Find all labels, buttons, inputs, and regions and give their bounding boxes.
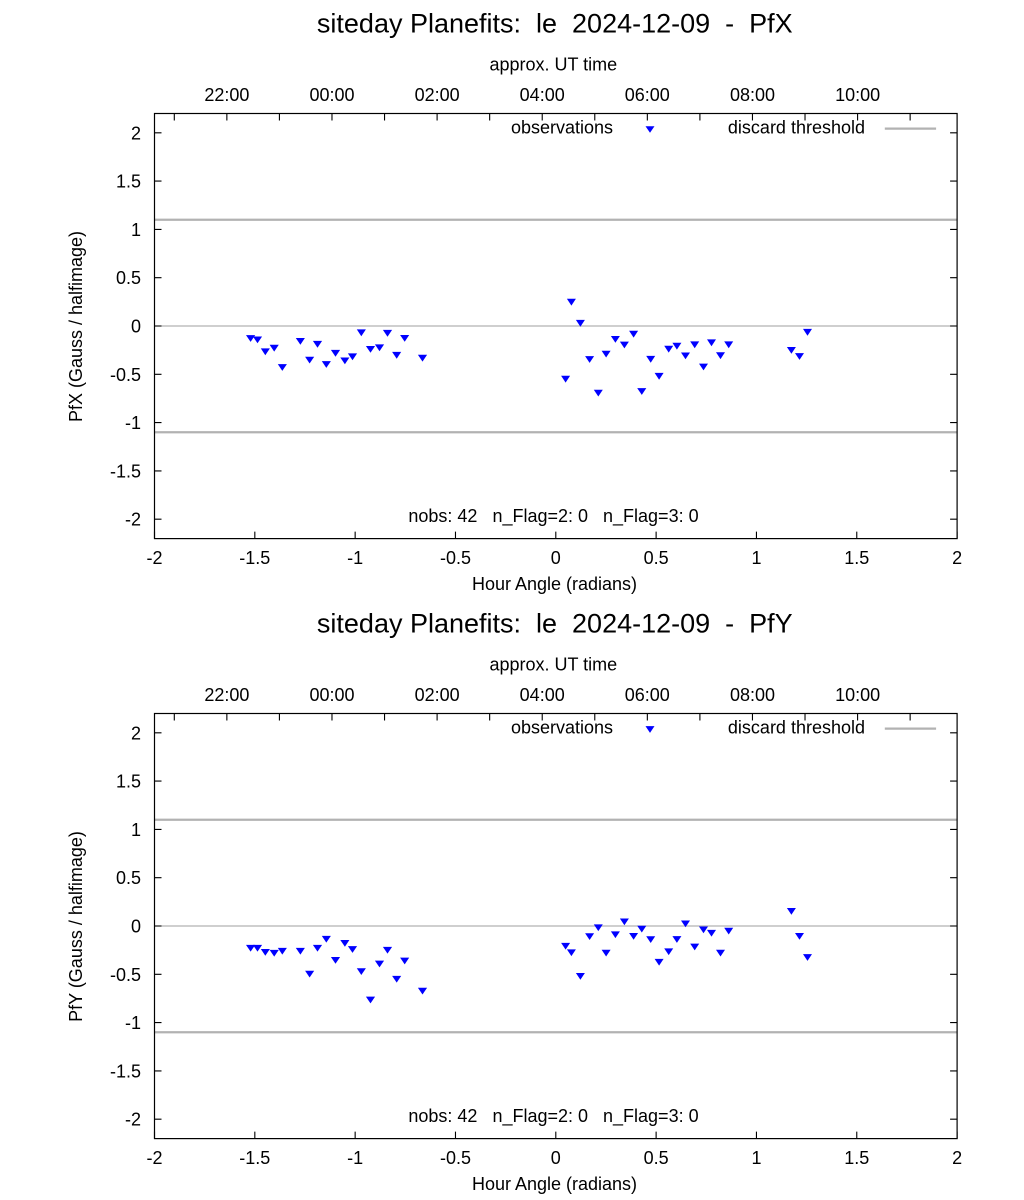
svg-text:-1: -1 [125,413,141,433]
svg-text:02:00: 02:00 [415,685,460,705]
svg-text:02:00: 02:00 [415,85,460,105]
svg-text:discard threshold: discard threshold [728,717,865,737]
svg-text:10:00: 10:00 [835,85,880,105]
svg-text:1: 1 [751,1148,761,1168]
svg-text:-1.5: -1.5 [110,1061,141,1081]
svg-text:0.5: 0.5 [116,868,141,888]
svg-text:1.5: 1.5 [844,1148,869,1168]
svg-text:0: 0 [131,917,141,937]
svg-text:00:00: 00:00 [309,85,354,105]
svg-text:22:00: 22:00 [204,85,249,105]
svg-text:observations: observations [511,117,613,137]
svg-text:0.5: 0.5 [644,548,669,568]
svg-text:04:00: 04:00 [520,85,565,105]
svg-text:siteday Planefits: le 2024-1: siteday Planefits: le 2024-12-09 - PfX [317,9,793,39]
svg-text:nobs: 42 n_Flag=2: 0 n_Fla: nobs: 42 n_Flag=2: 0 n_Flag=3: 0 [408,506,698,527]
svg-text:-1.5: -1.5 [239,1148,270,1168]
svg-text:22:00: 22:00 [204,685,249,705]
svg-text:06:00: 06:00 [625,685,670,705]
svg-text:PfY (Gauss / halfimage): PfY (Gauss / halfimage) [66,831,86,1022]
svg-text:-2: -2 [146,1148,162,1168]
svg-text:0: 0 [551,1148,561,1168]
svg-text:-2: -2 [125,510,141,530]
svg-text:PfX (Gauss / halfimage): PfX (Gauss / halfimage) [66,231,86,422]
svg-text:1.5: 1.5 [116,172,141,192]
svg-text:2: 2 [952,1148,962,1168]
svg-text:04:00: 04:00 [520,685,565,705]
svg-text:08:00: 08:00 [730,685,775,705]
svg-text:10:00: 10:00 [835,685,880,705]
svg-text:observations: observations [511,717,613,737]
svg-text:0.5: 0.5 [644,1148,669,1168]
svg-text:Hour Angle (radians): Hour Angle (radians) [472,574,637,594]
svg-text:-2: -2 [125,1110,141,1130]
svg-text:1: 1 [751,548,761,568]
svg-text:discard threshold: discard threshold [728,117,865,137]
svg-text:-1: -1 [347,1148,363,1168]
svg-text:0: 0 [551,548,561,568]
svg-text:nobs: 42 n_Flag=2: 0 n_Fla: nobs: 42 n_Flag=2: 0 n_Flag=3: 0 [408,1106,698,1127]
svg-text:1: 1 [131,220,141,240]
svg-text:2: 2 [131,123,141,143]
svg-text:-0.5: -0.5 [440,1148,471,1168]
svg-text:2: 2 [131,723,141,743]
svg-text:2: 2 [952,548,962,568]
svg-text:00:00: 00:00 [309,685,354,705]
svg-text:06:00: 06:00 [625,85,670,105]
svg-text:0.5: 0.5 [116,268,141,288]
svg-text:siteday Planefits: le 2024-1: siteday Planefits: le 2024-12-09 - PfY [317,609,793,639]
svg-text:-0.5: -0.5 [110,365,141,385]
svg-text:-1.5: -1.5 [239,548,270,568]
svg-text:approx. UT time: approx. UT time [489,54,617,74]
svg-text:1.5: 1.5 [116,772,141,792]
svg-text:1: 1 [131,820,141,840]
svg-text:0: 0 [131,317,141,337]
svg-text:-1.5: -1.5 [110,461,141,481]
svg-text:-2: -2 [146,548,162,568]
svg-text:-1: -1 [125,1013,141,1033]
svg-text:-1: -1 [347,548,363,568]
svg-text:approx. UT time: approx. UT time [489,654,617,674]
svg-text:1.5: 1.5 [844,548,869,568]
svg-text:-0.5: -0.5 [440,548,471,568]
svg-text:-0.5: -0.5 [110,965,141,985]
svg-text:08:00: 08:00 [730,85,775,105]
svg-text:Hour Angle (radians): Hour Angle (radians) [472,1174,637,1194]
